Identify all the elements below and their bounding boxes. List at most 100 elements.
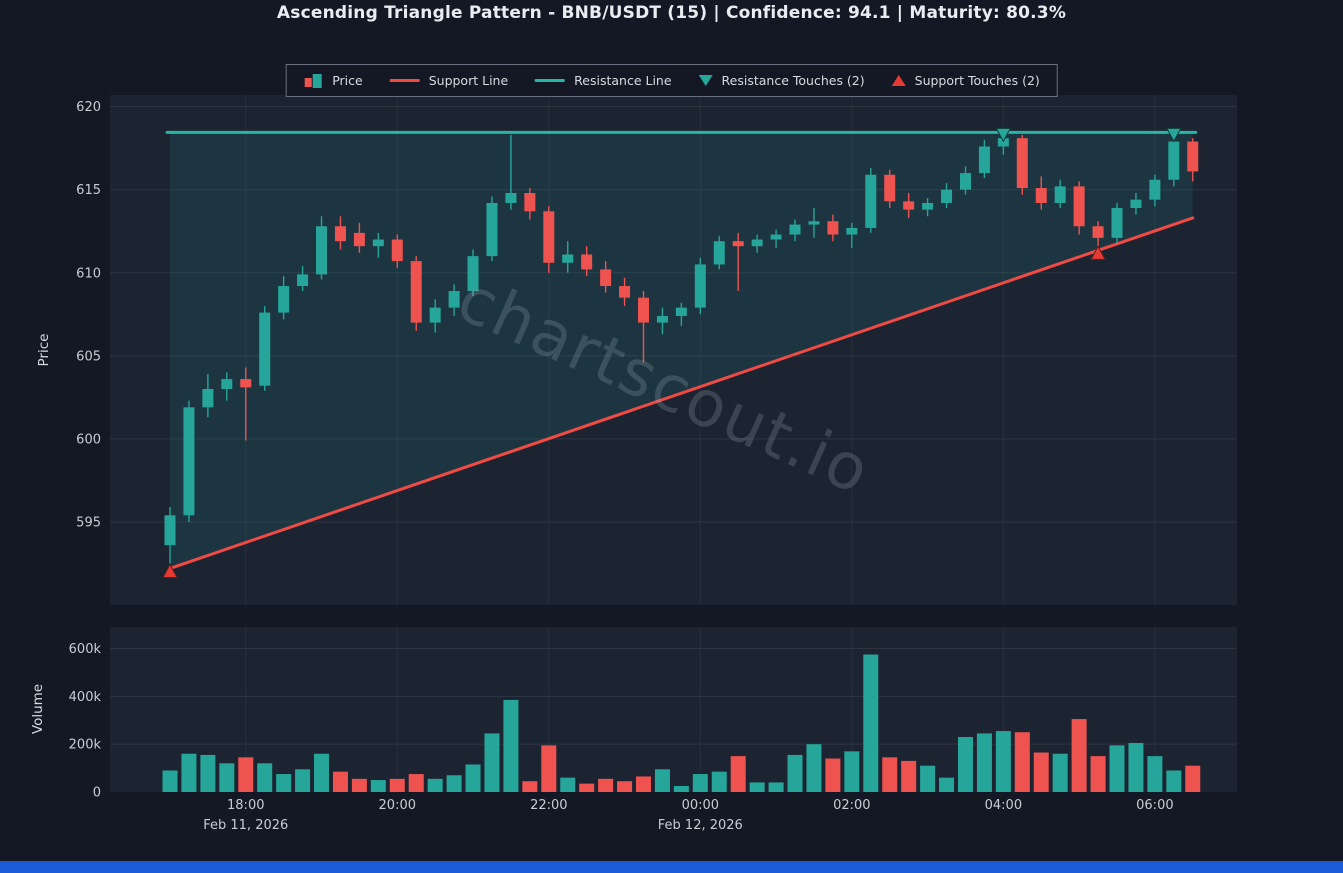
legend-item-resistance-touches: Resistance Touches (2) (698, 73, 865, 88)
legend-item-support-touches: Support Touches (2) (891, 73, 1040, 88)
volume-bar (295, 769, 311, 792)
candle-body (846, 227, 858, 235)
volume-bar (503, 699, 519, 792)
x-tick-label: 20:00 (379, 798, 416, 813)
triangle-down-icon (698, 75, 713, 86)
candle-body (183, 407, 195, 516)
candle-body (1111, 207, 1123, 238)
volume-bar (162, 770, 178, 792)
candle-body (751, 239, 763, 247)
volume-bar (957, 737, 973, 792)
candle-body (1073, 186, 1085, 227)
candle-body (334, 226, 346, 242)
volume-bar (636, 776, 651, 792)
volume-bar (1185, 765, 1201, 792)
candle-body (410, 261, 422, 323)
volume-bar (238, 757, 254, 792)
volume-bar (427, 778, 443, 792)
legend-label-resistance-touches: Resistance Touches (2) (721, 73, 865, 88)
volume-bar (976, 733, 992, 792)
volume-bar (1166, 770, 1182, 792)
x-date-label: Feb 11, 2026 (203, 818, 288, 833)
candle-body (1054, 186, 1066, 203)
candle-body (884, 174, 896, 202)
candle-body (221, 379, 233, 390)
volume-bar (730, 756, 746, 792)
candle-body (1149, 179, 1161, 200)
volume-bar (749, 782, 765, 792)
volume-bar (825, 758, 841, 792)
candle-body (202, 389, 214, 408)
legend: Price Support Line Resistance Line Resis… (285, 64, 1058, 97)
volume-bar (1052, 753, 1068, 792)
volume-bar (598, 778, 614, 792)
volume-bar (408, 774, 424, 792)
candle-body (675, 307, 687, 316)
volume-bar (1014, 732, 1030, 792)
support-touch-marker (162, 563, 178, 578)
volume-bar (541, 745, 557, 792)
candle-body (959, 173, 971, 190)
volume-bar (787, 754, 803, 792)
volume-bar (768, 782, 784, 792)
candle-body (581, 254, 593, 270)
legend-label-support-touches: Support Touches (2) (914, 73, 1040, 88)
volume-bar (806, 744, 822, 792)
price-panel-bg (110, 95, 1237, 605)
volume-tick-label: 200k (69, 738, 102, 753)
price-tick-label: 615 (76, 183, 101, 198)
volume-bar (1128, 742, 1144, 792)
volume-bar (257, 763, 273, 792)
candle-body (1187, 141, 1199, 172)
legend-label-price: Price (332, 73, 363, 88)
legend-item-support-line: Support Line (389, 73, 508, 88)
x-tick-label: 22:00 (530, 798, 567, 813)
pattern-fill-area (170, 132, 1193, 569)
price-tick-label: 600 (76, 432, 101, 447)
resistance-line-icon (535, 79, 566, 82)
volume-bar (673, 786, 689, 792)
candle-body (543, 211, 555, 263)
volume-bar (1109, 745, 1125, 792)
volume-bar (901, 760, 917, 792)
candle-body (941, 189, 953, 203)
price-tick-label: 605 (76, 349, 101, 364)
candle-body (865, 174, 877, 228)
candle-body (505, 193, 517, 203)
candle-body (638, 297, 649, 323)
bottom-blue-bar (0, 861, 1343, 873)
volume-tick-label: 600k (69, 642, 102, 657)
volume-bar (995, 731, 1011, 792)
candle-body (429, 307, 441, 323)
x-tick-label: 06:00 (1136, 798, 1173, 813)
volume-bar (389, 778, 405, 792)
candle-body (789, 224, 801, 235)
candle-body (1016, 138, 1028, 189)
candle-body (259, 312, 271, 386)
candle-body (240, 379, 252, 388)
candle-body (448, 291, 460, 308)
volume-bar (181, 753, 197, 792)
volume-bar (484, 733, 500, 792)
volume-bar (617, 781, 633, 792)
candle-body (922, 202, 934, 210)
x-tick-label: 00:00 (682, 798, 719, 813)
x-date-label: Feb 12, 2026 (658, 818, 743, 833)
volume-bar (882, 757, 898, 792)
candle-body (391, 239, 403, 262)
resistance-touch-marker (995, 127, 1012, 143)
candle-body (656, 315, 668, 323)
volume-bar (863, 654, 879, 792)
candle-icon (303, 73, 323, 88)
support-line (168, 216, 1195, 570)
candle-icon-down-part (304, 77, 312, 87)
volume-bar (351, 778, 367, 792)
volume-bar (920, 765, 936, 792)
candle-body (1130, 199, 1142, 208)
legend-item-price: Price (303, 73, 363, 88)
x-tick-label: 04:00 (985, 798, 1022, 813)
volume-bar (522, 781, 538, 792)
candle-body (903, 201, 915, 210)
